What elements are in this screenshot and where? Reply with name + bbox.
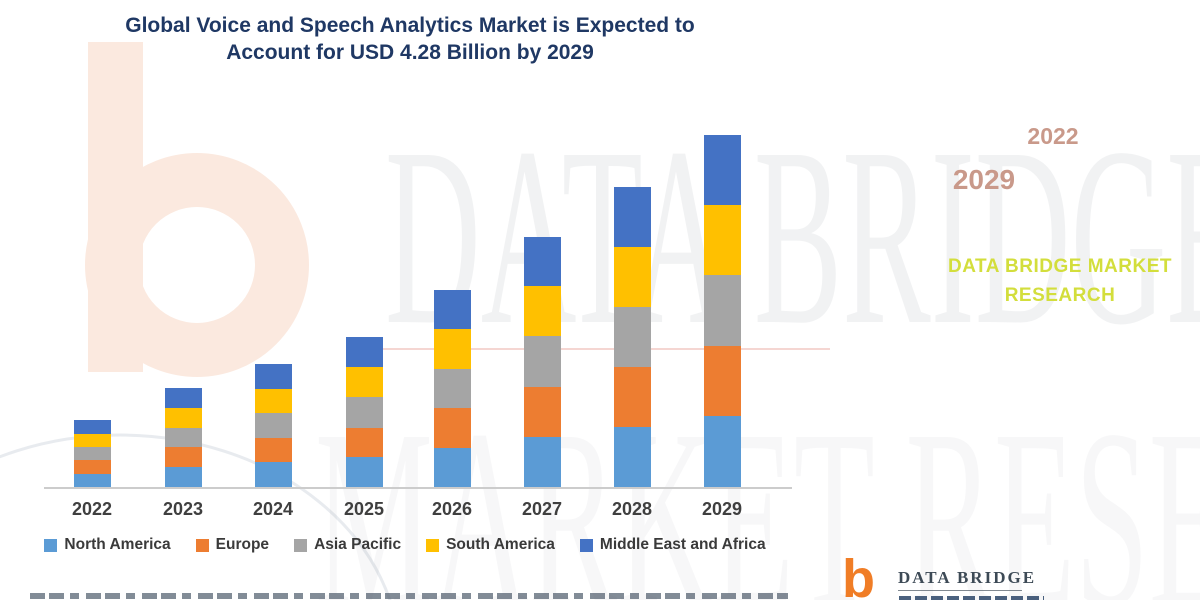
watermark-circle-arc — [0, 433, 392, 600]
legend-label: Europe — [215, 536, 270, 553]
page-title: Global Voice and Speech Analytics Market… — [40, 12, 780, 66]
bar-segment-north-america — [165, 467, 202, 487]
x-axis-label-2028: 2028 — [611, 499, 653, 519]
bar-segment-asia-pacific — [704, 274, 741, 346]
legend-item-north-america: North America — [44, 536, 171, 554]
bar-segment-middle-east-and-africa — [74, 420, 111, 434]
x-axis-label-2024: 2024 — [252, 499, 294, 519]
bar-segment-north-america — [74, 473, 111, 487]
bar-segment-north-america — [524, 436, 561, 487]
hexagon-2029-label: 2029 — [952, 164, 1016, 195]
legend: North America Europe Asia Pacific South Ame… — [40, 536, 770, 554]
side-panel-title-line2: Market, By Regions, 2022 to 2029 — [839, 11, 1171, 34]
x-axis-line — [44, 487, 792, 489]
brand-name-line2: RESEARCH — [1004, 285, 1116, 306]
legend-item-europe: Europe — [195, 536, 270, 554]
bar-column-2026 — [434, 289, 471, 487]
legend-swatch-icon — [195, 538, 209, 552]
bar-column-2028 — [614, 187, 651, 487]
hexagon-2022-label: 2022 — [1027, 123, 1079, 149]
legend-label: Middle East and Africa — [599, 536, 766, 553]
bar-column-2023 — [165, 388, 202, 487]
bar-segment-asia-pacific — [434, 368, 471, 409]
bar-segment-south-america — [704, 204, 741, 275]
bar-segment-south-america — [74, 433, 111, 448]
bar-segment-north-america — [614, 427, 651, 487]
bar-segment-south-america — [346, 366, 383, 398]
side-panel-title-line1: Global Voice and Speech Analytics — [810, 0, 1200, 8]
legend-swatch-icon — [426, 538, 440, 552]
legend-item-south-america: South America — [426, 536, 555, 554]
bar-segment-asia-pacific — [524, 336, 561, 387]
bar-segment-europe — [255, 437, 292, 463]
bar-segment-europe — [74, 460, 111, 474]
x-axis-label-2023: 2023 — [162, 499, 204, 519]
legend-swatch-icon — [294, 538, 308, 552]
bar-segment-middle-east-and-africa — [614, 187, 651, 247]
bar-segment-middle-east-and-africa — [434, 289, 471, 330]
watermark-b-bowl — [85, 153, 309, 377]
legend-swatch-icon — [579, 538, 593, 552]
cut-text-strip — [30, 593, 788, 599]
bar-segment-south-america — [524, 286, 561, 337]
x-axis-label-2026: 2026 — [431, 499, 473, 519]
side-panel-title: Global Voice and Speech Analytics Market… — [810, 0, 1200, 62]
x-axis-label-2025: 2025 — [343, 499, 385, 519]
logo-b-icon: b — [842, 549, 875, 600]
footer-logo-underline — [898, 590, 1022, 591]
bar-segment-middle-east-and-africa — [704, 134, 741, 205]
watermark-text-line1: DATA BRIDGE — [385, 96, 1200, 378]
x-axis-label-2027: 2027 — [521, 499, 563, 519]
legend-label: North America — [64, 536, 171, 553]
bar-segment-north-america — [704, 416, 741, 487]
bar-segment-south-america — [434, 329, 471, 369]
bar-segment-middle-east-and-africa — [255, 364, 292, 389]
bar-segment-middle-east-and-africa — [524, 236, 561, 287]
bar-segment-europe — [704, 345, 741, 417]
bar-column-2022 — [74, 413, 111, 487]
bar-column-2024 — [255, 364, 292, 487]
footer-cut-text-strip — [899, 596, 1044, 600]
bar-segment-south-america — [165, 407, 202, 428]
bar-segment-north-america — [434, 447, 471, 487]
bar-segment-south-america — [255, 388, 292, 414]
legend-label: South America — [446, 536, 555, 553]
bar-segment-europe — [434, 408, 471, 448]
bar-segment-europe — [165, 447, 202, 468]
brand-name: DATA BRIDGE MARKET RESEARCH — [930, 252, 1190, 310]
bar-column-2029 — [704, 134, 741, 487]
bar-segment-south-america — [614, 247, 651, 307]
bar-segment-europe — [524, 386, 561, 437]
x-axis-label-2022: 2022 — [71, 499, 113, 519]
bar-column-2027 — [524, 236, 561, 487]
bar-segment-asia-pacific — [346, 397, 383, 428]
footer-logo-text: DATA BRIDGE — [898, 568, 1037, 587]
bar-segment-europe — [346, 427, 383, 458]
bar-segment-asia-pacific — [614, 307, 651, 367]
bar-column-2025 — [346, 336, 383, 487]
bar-segment-middle-east-and-africa — [165, 388, 202, 408]
bar-segment-north-america — [255, 462, 292, 487]
watermark-pink-line — [362, 348, 830, 350]
legend-item-middle-east-and-africa: Middle East and Africa — [579, 536, 766, 554]
bar-segment-north-america — [346, 457, 383, 487]
brand-name-line1: DATA BRIDGE MARKET — [948, 256, 1172, 277]
x-axis-label-2029: 2029 — [701, 499, 743, 519]
bar-segment-asia-pacific — [165, 427, 202, 448]
bar-segment-europe — [614, 367, 651, 427]
bar-segment-middle-east-and-africa — [346, 336, 383, 367]
legend-swatch-icon — [44, 538, 58, 552]
page-title-line2: Account for USD 4.28 Billion by 2029 — [226, 41, 594, 64]
legend-item-asia-pacific: Asia Pacific — [294, 536, 401, 554]
page-title-line1: Global Voice and Speech Analytics Market… — [125, 14, 695, 37]
bar-segment-asia-pacific — [255, 413, 292, 438]
bar-segment-asia-pacific — [74, 447, 111, 461]
legend-label: Asia Pacific — [314, 536, 402, 553]
